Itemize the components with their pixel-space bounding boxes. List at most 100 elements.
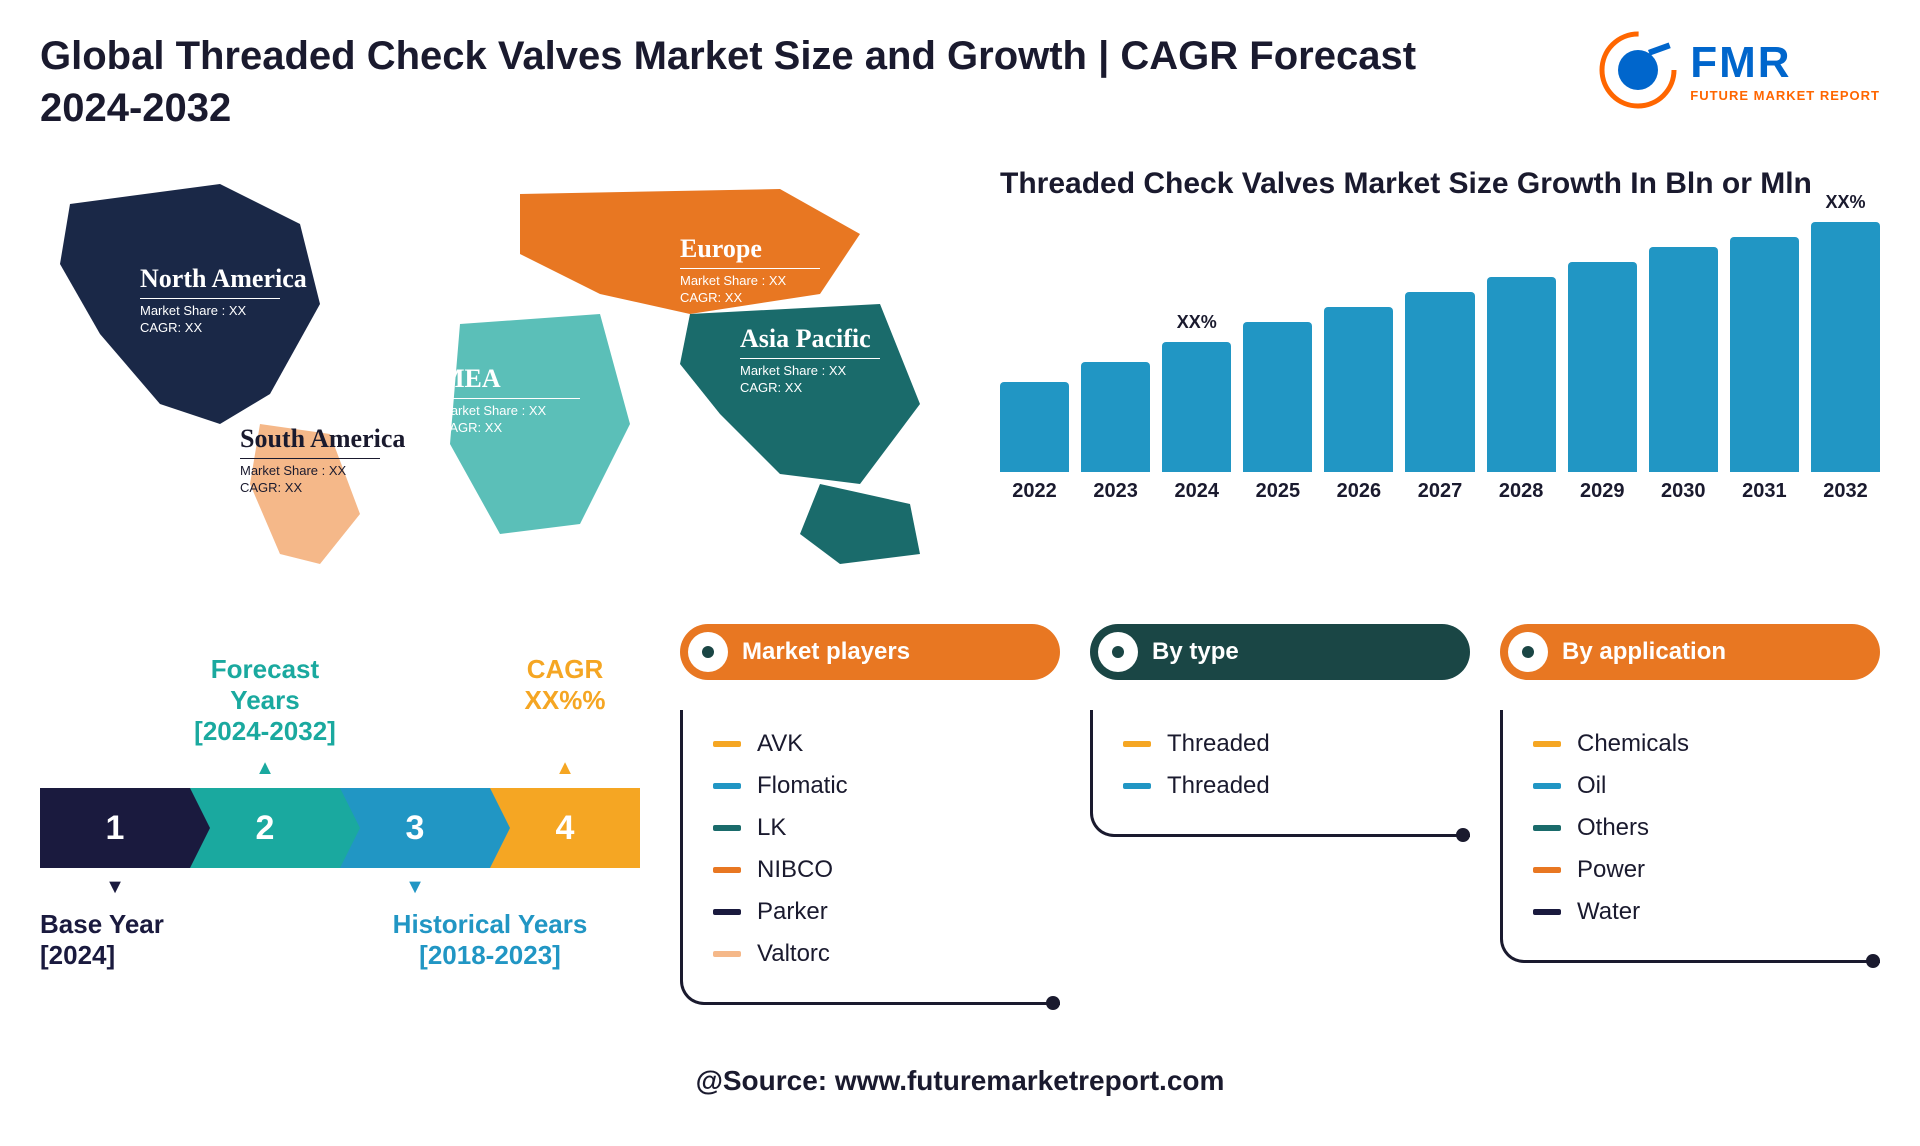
- bar-top-label: XX%: [1177, 312, 1217, 336]
- bar-category-label: 2022: [1012, 480, 1057, 503]
- bar-wrap: XX% 2032: [1811, 192, 1880, 503]
- arrow-down-icon: ▼: [40, 876, 190, 899]
- category-header-label: By application: [1562, 638, 1726, 666]
- bar-wrap: 2028: [1487, 247, 1556, 503]
- category-header-label: Market players: [742, 638, 910, 666]
- item-marker-icon: [1533, 741, 1561, 747]
- bar-category-label: 2032: [1823, 480, 1868, 503]
- category-item-label: AVK: [757, 730, 803, 758]
- category-item-label: Water: [1577, 898, 1640, 926]
- category-item: Chemicals: [1533, 730, 1880, 758]
- bar-category-label: 2030: [1661, 480, 1706, 503]
- item-marker-icon: [713, 951, 741, 957]
- item-marker-icon: [1533, 783, 1561, 789]
- item-marker-icon: [1123, 741, 1151, 747]
- category-item: NIBCO: [713, 856, 1060, 884]
- category-item-label: Others: [1577, 814, 1649, 842]
- region-cagr: CAGR: XX: [140, 320, 307, 335]
- item-marker-icon: [1533, 825, 1561, 831]
- timeline-segment-1: 1: [40, 788, 190, 868]
- bar-wrap: 2029: [1568, 232, 1637, 503]
- bar: [1649, 247, 1718, 472]
- bar-wrap: 2025: [1243, 292, 1312, 503]
- forecast-years-label: Forecast Years [2024-2032]: [190, 654, 340, 747]
- timeline-section: Forecast Years [2024-2032] CAGR XX%% ▲ ▲…: [40, 624, 640, 1005]
- category-list: Chemicals Oil Others Power Water: [1500, 710, 1880, 963]
- region-share: Market Share : XX: [680, 273, 820, 288]
- category-item: Power: [1533, 856, 1880, 884]
- region-label: Asia Pacific Market Share : XX CAGR: XX: [740, 324, 880, 395]
- bar-category-label: 2031: [1742, 480, 1787, 503]
- region-label: North America Market Share : XX CAGR: XX: [140, 264, 307, 335]
- region-label: MEA Market Share : XX CAGR: XX: [440, 364, 580, 435]
- item-marker-icon: [713, 783, 741, 789]
- bar-chart-section: Threaded Check Valves Market Size Growth…: [980, 164, 1880, 564]
- timeline-bar: 1 2 3 4: [40, 788, 640, 868]
- top-section: North America Market Share : XX CAGR: XX…: [40, 164, 1880, 564]
- region-label: South America Market Share : XX CAGR: XX: [240, 424, 405, 495]
- logo: FMR FUTURE MARKET REPORT: [1598, 30, 1880, 110]
- region-share: Market Share : XX: [140, 303, 307, 318]
- category-item: Valtorc: [713, 940, 1060, 968]
- bar-wrap: 2027: [1405, 262, 1474, 503]
- category-item-label: Threaded: [1167, 730, 1270, 758]
- bar-category-label: 2027: [1418, 480, 1463, 503]
- bar-category-label: 2028: [1499, 480, 1544, 503]
- bar: [1324, 307, 1393, 472]
- item-marker-icon: [1533, 867, 1561, 873]
- region-name: North America: [140, 264, 307, 294]
- category-item: Flomatic: [713, 772, 1060, 800]
- category-item: Threaded: [1123, 730, 1470, 758]
- item-marker-icon: [713, 867, 741, 873]
- bar: [1487, 277, 1556, 472]
- bar-wrap: 2022: [1000, 352, 1069, 503]
- category-item: Water: [1533, 898, 1880, 926]
- region-label: Europe Market Share : XX CAGR: XX: [680, 234, 820, 305]
- header: Global Threaded Check Valves Market Size…: [40, 30, 1880, 134]
- dot-icon: [1508, 632, 1548, 672]
- category-column: Market players AVK Flomatic LK NIBCO Par…: [680, 624, 1060, 1005]
- region-cagr: CAGR: XX: [240, 480, 405, 495]
- item-marker-icon: [713, 909, 741, 915]
- timeline-segment-3: 3: [340, 788, 490, 868]
- bar-wrap: 2026: [1324, 277, 1393, 503]
- category-header-label: By type: [1152, 638, 1239, 666]
- bar-category-label: 2026: [1337, 480, 1382, 503]
- category-item: LK: [713, 814, 1060, 842]
- arrow-down-icon: ▼: [340, 876, 490, 899]
- logo-main-text: FMR: [1690, 38, 1880, 88]
- bar: [1730, 237, 1799, 472]
- bar: [1243, 322, 1312, 472]
- category-item: AVK: [713, 730, 1060, 758]
- bar-wrap: 2031: [1730, 207, 1799, 503]
- timeline-segment-4: 4: [490, 788, 640, 868]
- historical-years-label: Historical Years [2018-2023]: [340, 909, 640, 971]
- category-item-label: LK: [757, 814, 786, 842]
- bar: [1081, 362, 1150, 472]
- category-item: Parker: [713, 898, 1060, 926]
- region-share: Market Share : XX: [440, 403, 580, 418]
- bar: [1162, 342, 1231, 472]
- world-map: North America Market Share : XX CAGR: XX…: [40, 164, 940, 564]
- category-item-label: Chemicals: [1577, 730, 1689, 758]
- region-share: Market Share : XX: [740, 363, 880, 378]
- region-cagr: CAGR: XX: [440, 420, 580, 435]
- category-item-label: Oil: [1577, 772, 1606, 800]
- category-item: Oil: [1533, 772, 1880, 800]
- arrow-up-icon: ▲: [490, 757, 640, 780]
- cagr-label: CAGR XX%%: [490, 654, 640, 747]
- bar: [1811, 222, 1880, 472]
- page-title: Global Threaded Check Valves Market Size…: [40, 30, 1490, 134]
- bottom-section: Forecast Years [2024-2032] CAGR XX%% ▲ ▲…: [40, 624, 1880, 1005]
- logo-sub-text: FUTURE MARKET REPORT: [1690, 88, 1880, 103]
- category-list: Threaded Threaded: [1090, 710, 1470, 837]
- category-section: Market players AVK Flomatic LK NIBCO Par…: [680, 624, 1880, 1005]
- bar: [1568, 262, 1637, 472]
- bar-category-label: 2025: [1256, 480, 1301, 503]
- timeline-segment-2: 2: [190, 788, 340, 868]
- bar-category-label: 2029: [1580, 480, 1625, 503]
- logo-icon: [1598, 30, 1678, 110]
- arrow-up-icon: ▲: [190, 757, 340, 780]
- region-cagr: CAGR: XX: [740, 380, 880, 395]
- category-item-label: NIBCO: [757, 856, 833, 884]
